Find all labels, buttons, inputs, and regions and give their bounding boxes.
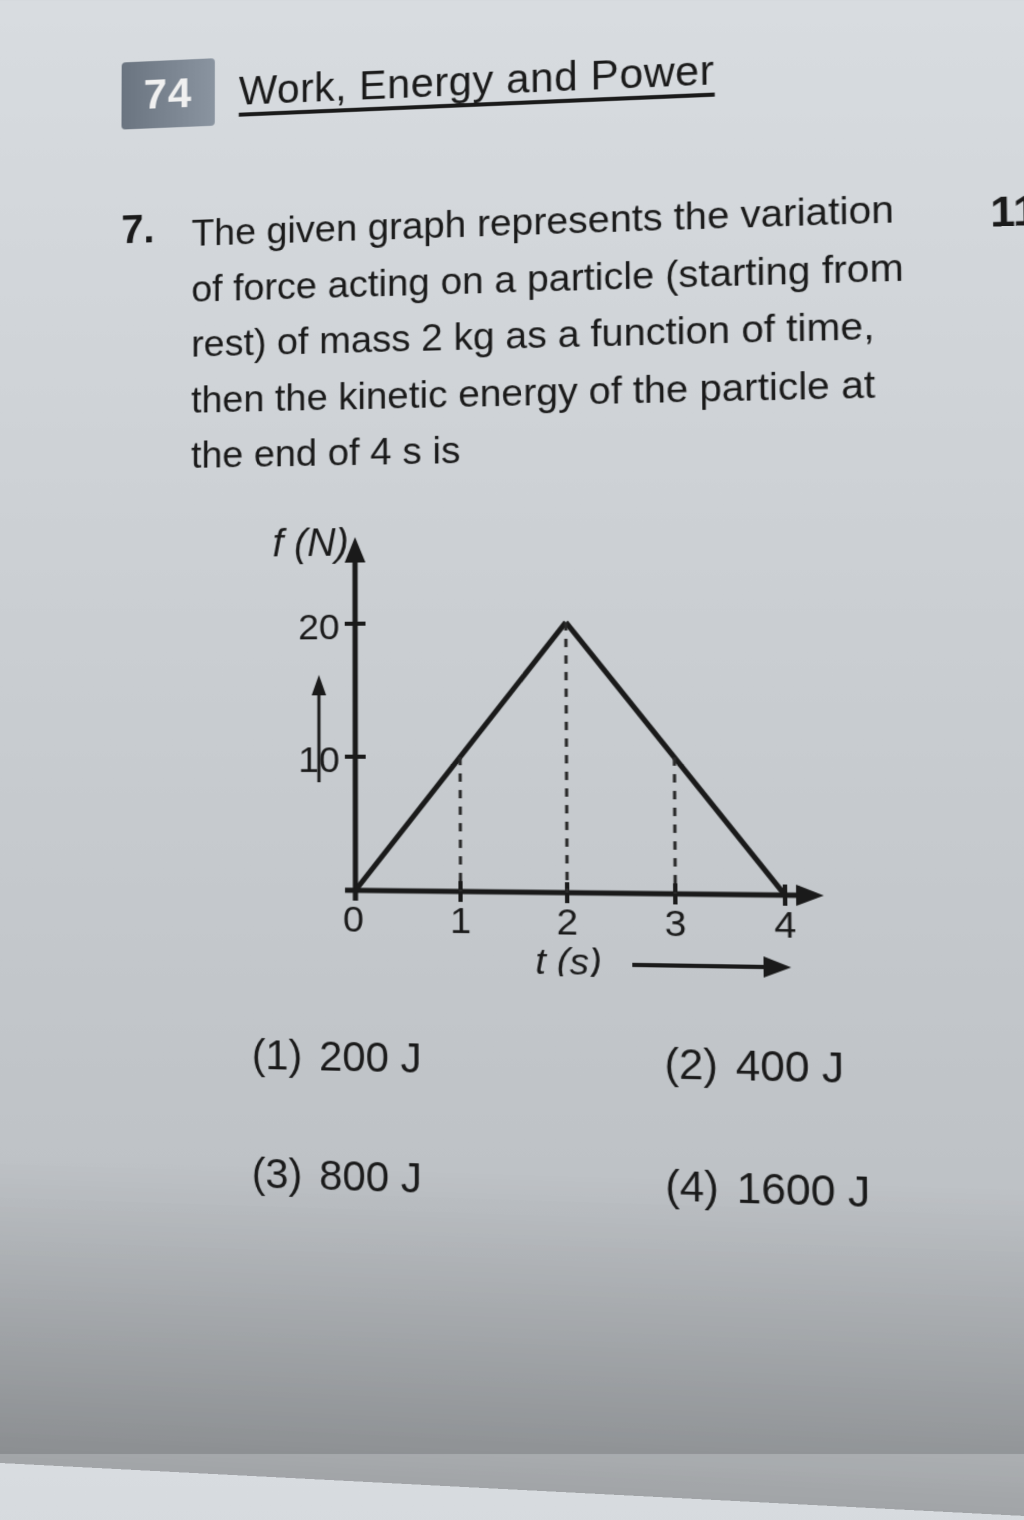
question-block: 7. The given graph represents the variat… xyxy=(121,177,998,485)
ytick-label-20: 20 xyxy=(298,606,339,647)
options-col-left: (1) 200 J (3) 800 J xyxy=(252,1032,422,1202)
question-number: 7. xyxy=(121,207,162,484)
next-question-number: 11. xyxy=(990,188,1024,237)
page-number: 74 xyxy=(121,58,214,129)
xtick-label-4: 4 xyxy=(774,903,797,946)
page-container: 74 Work, Energy and Power 11. 7. The giv… xyxy=(0,0,1024,1520)
question-text: The given graph represents the variation… xyxy=(191,180,930,484)
force-time-graph: f (N) 20 10 0 1 2 3 xyxy=(242,514,887,981)
options-col-right: (2) 400 J (4) 1600 J xyxy=(664,1041,870,1217)
x-axis xyxy=(345,890,807,895)
option-4: (4) 1600 J xyxy=(665,1163,870,1217)
option-4-text: 1600 J xyxy=(736,1165,870,1217)
chapter-title: Work, Energy and Power xyxy=(239,48,715,114)
xtick-label-3: 3 xyxy=(664,901,686,944)
y-axis-label: f (N) xyxy=(273,521,349,566)
header-row: 74 Work, Energy and Power xyxy=(121,22,992,129)
y-label-pointer-arrow xyxy=(312,674,326,694)
option-3-text: 800 J xyxy=(319,1153,422,1203)
option-2-num: (2) xyxy=(664,1041,718,1090)
option-3-num: (3) xyxy=(252,1151,303,1199)
options-row: (1) 200 J (3) 800 J (2) 400 J (4) 1600 J xyxy=(119,1029,1007,1221)
option-3: (3) 800 J xyxy=(252,1151,422,1203)
xtick-label-0: 0 xyxy=(343,898,364,940)
x-axis-arrow xyxy=(796,884,824,906)
option-1-num: (1) xyxy=(252,1032,303,1080)
x-label-arrow-line xyxy=(632,964,774,966)
xtick-label-2: 2 xyxy=(556,900,578,943)
x-axis-label: t (s) xyxy=(535,939,602,981)
guide-x2 xyxy=(566,622,567,892)
option-1-text: 200 J xyxy=(319,1034,422,1083)
x-label-arrow-head xyxy=(763,956,791,978)
graph-svg: 20 10 0 1 2 3 4 t (s) xyxy=(242,514,887,981)
option-2: (2) 400 J xyxy=(664,1041,869,1094)
xtick-label-1: 1 xyxy=(450,899,471,941)
guide-x3 xyxy=(674,757,675,894)
option-1: (1) 200 J xyxy=(252,1032,422,1082)
option-4-num: (4) xyxy=(665,1163,719,1213)
option-2-text: 400 J xyxy=(735,1042,844,1092)
